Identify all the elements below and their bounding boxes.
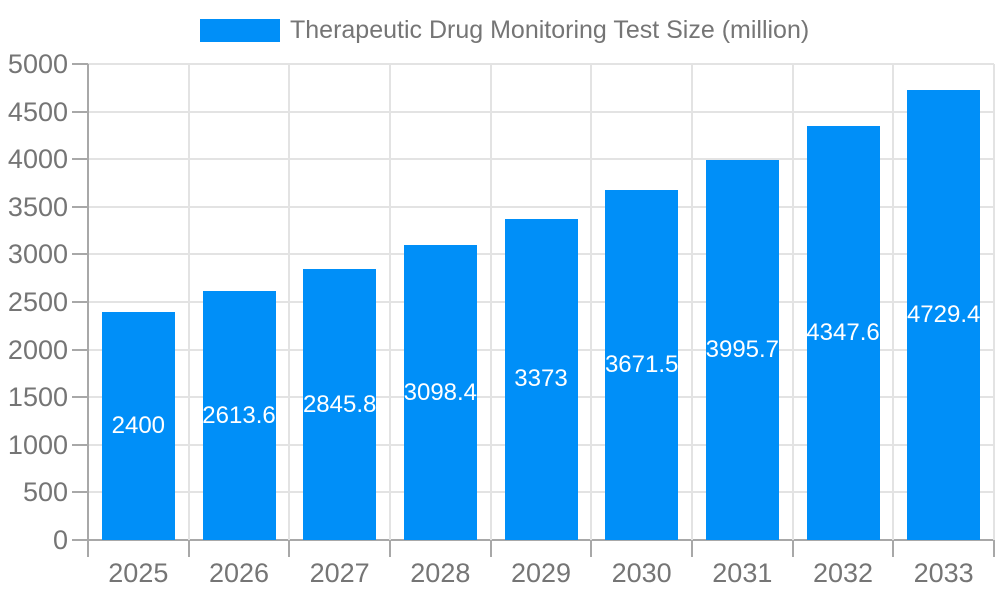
legend-marker-swatch (200, 18, 280, 42)
gridline-vertical (187, 64, 190, 540)
x-axis-tick (389, 540, 391, 557)
y-tick-label: 5000 (7, 49, 68, 79)
y-tick-label: 1500 (7, 382, 68, 413)
x-axis-tick (892, 540, 895, 557)
gridline-horizontal (88, 205, 994, 208)
x-axis-tick (489, 540, 492, 557)
y-tick-label: 2500 (7, 287, 68, 317)
y-axis-tick (72, 253, 88, 256)
x-tick-label: 2025 (108, 558, 169, 588)
y-tick-label: 500 (22, 477, 68, 508)
bar[interactable] (202, 291, 276, 540)
y-tick-label: 3000 (7, 239, 68, 270)
x-axis-tick (993, 540, 995, 557)
y-tick-label: 0 (52, 525, 68, 555)
legend-label: Therapeutic Drug Monitoring Test Size (m… (290, 15, 810, 44)
x-tick-label: 2026 (208, 558, 270, 588)
bar[interactable] (403, 245, 477, 540)
y-axis-tick (72, 396, 88, 399)
x-axis-tick (87, 540, 89, 557)
y-axis-tick (72, 491, 88, 494)
y-tick-label: 4500 (7, 96, 68, 127)
bar[interactable] (907, 89, 981, 540)
y-axis-tick (72, 443, 88, 446)
y-axis-line (87, 64, 89, 540)
x-tick-label: 2030 (611, 558, 672, 588)
legend[interactable]: Therapeutic Drug Monitoring Test Size (m… (200, 14, 809, 46)
bar[interactable] (303, 269, 377, 540)
x-tick-label: 2028 (410, 558, 471, 588)
x-axis-tick (590, 540, 593, 557)
gridline-vertical (993, 64, 995, 540)
gridline-vertical (590, 64, 593, 540)
y-tick-label: 1000 (7, 429, 68, 460)
gridline-vertical (892, 64, 895, 540)
gridline-vertical (791, 64, 794, 540)
y-tick-label: 4000 (7, 144, 68, 175)
gridline-vertical (288, 64, 291, 540)
y-axis-tick (72, 205, 88, 208)
x-tick-label: 2027 (309, 558, 370, 588)
bar[interactable] (806, 126, 880, 540)
gridline-vertical (389, 64, 391, 540)
x-tick-label: 2029 (510, 558, 572, 588)
x-tick-label: 2033 (913, 558, 974, 588)
gridline-vertical (489, 64, 492, 540)
x-axis-tick (691, 540, 693, 557)
y-axis-tick (72, 301, 88, 303)
gridline-horizontal (88, 63, 994, 65)
y-axis-tick (72, 348, 88, 351)
gridline-vertical (691, 64, 693, 540)
x-axis-tick (288, 540, 291, 557)
y-axis-tick (72, 158, 88, 161)
y-axis-tick (72, 63, 88, 65)
x-axis-line (88, 539, 994, 541)
gridline-horizontal (88, 158, 994, 161)
x-tick-label: 2032 (812, 558, 874, 588)
bar[interactable] (605, 190, 679, 540)
bar[interactable] (705, 159, 779, 540)
x-tick-label: 2031 (712, 558, 773, 588)
x-axis-tick (187, 540, 190, 557)
gridline-horizontal (88, 110, 994, 113)
y-axis-tick (72, 110, 88, 113)
bar[interactable] (101, 311, 175, 540)
y-axis-tick (72, 539, 88, 541)
x-axis-tick (791, 540, 794, 557)
y-tick-label: 3500 (7, 191, 68, 222)
bar[interactable] (504, 218, 578, 540)
y-tick-label: 2000 (7, 334, 68, 365)
